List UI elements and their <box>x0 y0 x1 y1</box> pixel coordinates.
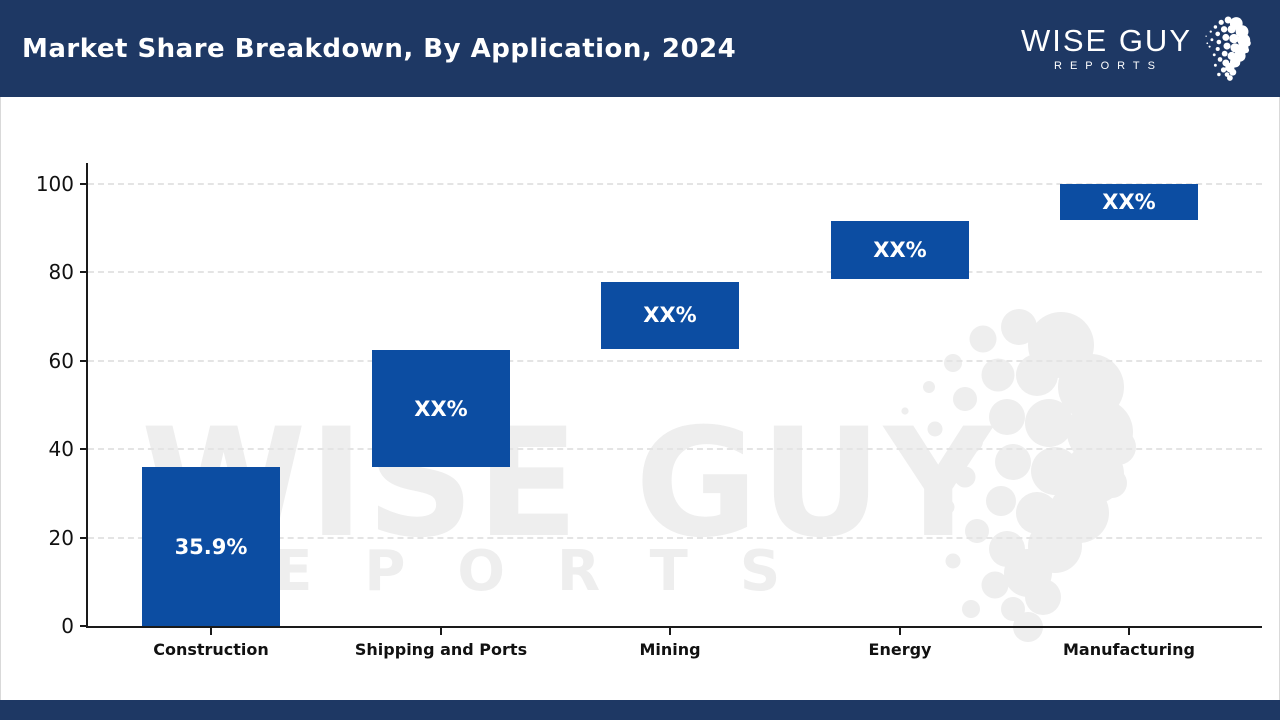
gridline-60 <box>88 359 1262 362</box>
watermark-text-wiseguy: WISE GUY <box>141 397 995 571</box>
gridline-100 <box>88 182 1262 185</box>
logo-text: WISE GUY REPORTS <box>1020 22 1192 73</box>
logo-wiseguy-label: WISE GUY <box>1020 22 1192 58</box>
wise-guy-logo: WISE GUY REPORTS <box>1021 9 1256 89</box>
y-tick-80 <box>80 271 88 273</box>
y-tick-label-40: 40 <box>48 437 74 461</box>
gridline-80 <box>88 271 1262 273</box>
x-tick-1 <box>440 628 442 635</box>
y-tick-60 <box>80 359 88 362</box>
y-tick-40 <box>80 448 88 450</box>
x-tick-0 <box>210 628 212 635</box>
header: Market Share Breakdown, By Application, … <box>0 0 1280 97</box>
logo-head-icon <box>1205 16 1251 81</box>
x-tick-2 <box>669 628 671 635</box>
bar-value-label: XX% <box>1102 190 1156 215</box>
x-category-label: Energy <box>868 640 932 659</box>
footer-bar <box>0 700 1280 720</box>
watermark-layer: WISE GUY REPORTS <box>1 97 1279 700</box>
bar-value-label: 35.9% <box>174 534 248 559</box>
x-tick-3 <box>899 628 901 635</box>
logo-reports-label: REPORTS <box>1054 60 1163 73</box>
bar-value-label: XX% <box>643 303 697 328</box>
bar-shipping-and-ports: XX% <box>372 349 510 468</box>
bar-construction: 35.9% <box>142 467 280 626</box>
bar-value-label: XX% <box>414 396 468 421</box>
y-tick-label-60: 60 <box>48 348 74 373</box>
bar-manufacturing: XX% <box>1060 184 1198 220</box>
y-tick-20 <box>80 536 88 539</box>
bar-value-label: XX% <box>873 238 927 263</box>
x-category-label: Mining <box>639 640 701 659</box>
bar-mining: XX% <box>601 281 739 349</box>
gridline-40 <box>88 448 1262 450</box>
y-tick-label-0: 0 <box>61 614 74 638</box>
gridline-20 <box>88 536 1262 539</box>
y-axis-line <box>86 163 88 628</box>
x-category-label: Shipping and Ports <box>354 640 528 659</box>
y-tick-100 <box>80 182 88 185</box>
x-axis-line <box>86 626 1262 628</box>
y-tick-label-80: 80 <box>48 260 74 284</box>
x-category-label: Construction <box>153 640 269 659</box>
page-title: Market Share Breakdown, By Application, … <box>22 33 737 64</box>
x-tick-4 <box>1128 628 1130 635</box>
y-tick-label-20: 20 <box>48 525 74 550</box>
y-tick-label-100: 100 <box>35 171 74 196</box>
bar-energy: XX% <box>831 221 969 280</box>
x-category-label: Manufacturing <box>1063 640 1195 659</box>
y-tick-0 <box>80 625 88 627</box>
